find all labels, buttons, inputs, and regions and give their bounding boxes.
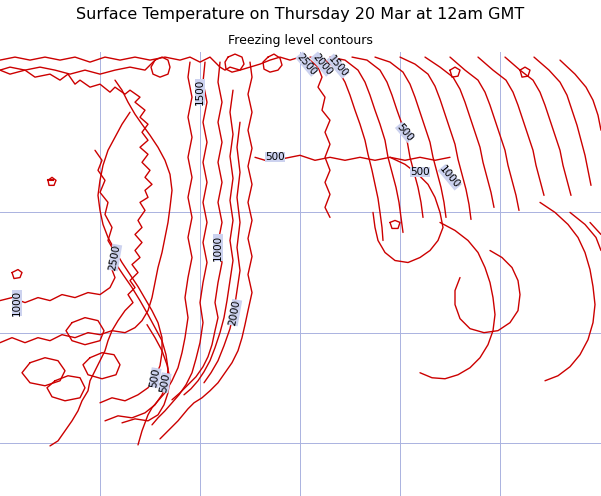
Text: 2500: 2500 <box>108 244 122 271</box>
Text: 1000: 1000 <box>438 164 462 190</box>
Text: 500: 500 <box>395 122 415 143</box>
Text: 2500: 2500 <box>295 52 319 77</box>
Text: Freezing level contours: Freezing level contours <box>228 34 373 47</box>
Text: 1000: 1000 <box>213 235 223 260</box>
Text: 1500: 1500 <box>326 54 350 79</box>
Text: 1500: 1500 <box>195 79 205 105</box>
Text: 1000: 1000 <box>12 290 22 315</box>
Text: 500: 500 <box>148 367 162 388</box>
Text: Surface Temperature on Thursday 20 Mar at 12am GMT: Surface Temperature on Thursday 20 Mar a… <box>76 7 525 22</box>
Text: 500: 500 <box>410 167 430 178</box>
Text: 2000: 2000 <box>228 299 242 326</box>
Text: 2000: 2000 <box>310 52 334 77</box>
Text: 500: 500 <box>159 372 172 393</box>
Text: 500: 500 <box>265 152 285 162</box>
